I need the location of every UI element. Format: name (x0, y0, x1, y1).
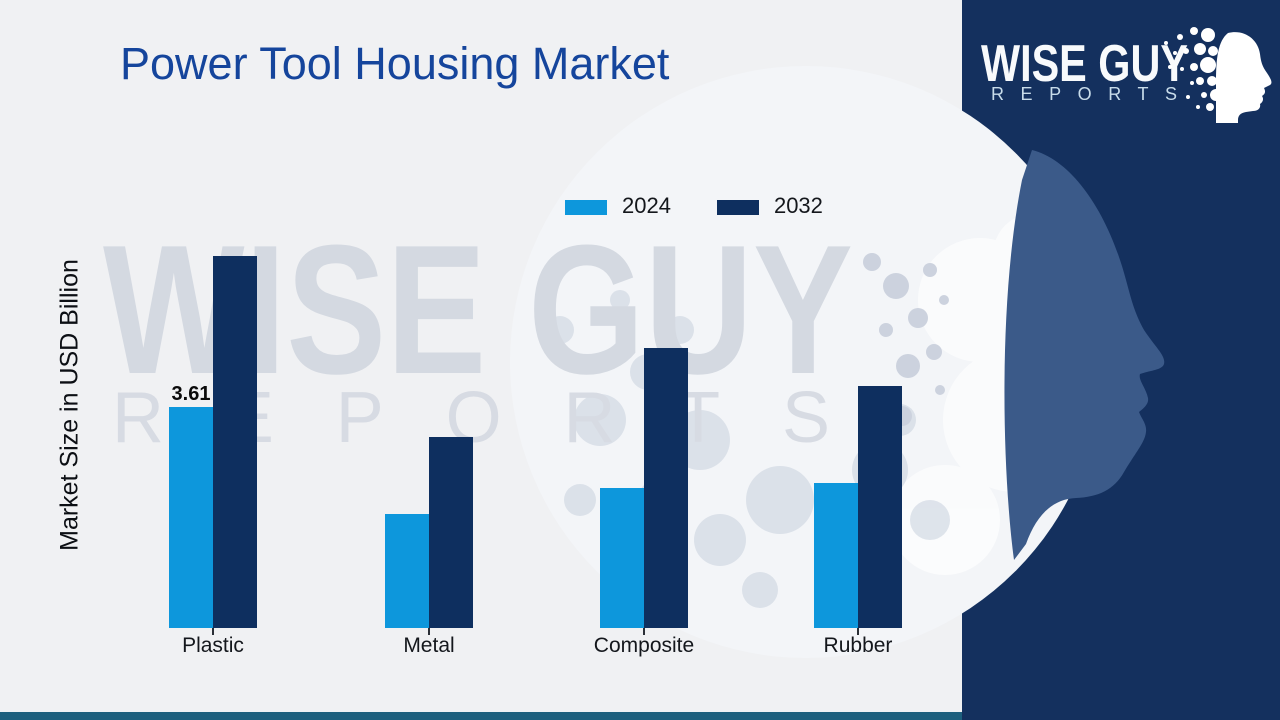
bar-2032-composite (644, 348, 688, 628)
page-title: Power Tool Housing Market (120, 38, 670, 89)
bar-2032-rubber (858, 386, 902, 628)
axis-tick (428, 628, 430, 635)
y-axis-label: Market Size in USD Billion (55, 259, 84, 551)
wiseguy-logo: WISE GUY REPORTS (981, 27, 1272, 123)
axis-tick (643, 628, 645, 635)
category-label-composite: Composite (593, 634, 695, 657)
bar-2024-composite (600, 488, 644, 628)
bar-2024-plastic (169, 407, 213, 628)
legend-label-2032: 2032 (773, 193, 823, 218)
legend-swatch-2024 (565, 199, 607, 215)
logo-face-icon (1216, 32, 1272, 123)
legend-item-2024: 2024 (565, 193, 671, 219)
legend: 2024 2032 (565, 193, 823, 219)
bottom-accent-bar (0, 712, 962, 720)
bar-2032-plastic (213, 256, 257, 628)
logo-line1: WISE GUY (981, 35, 1188, 93)
category-label-rubber: Rubber (823, 634, 893, 657)
legend-swatch-2032 (716, 199, 759, 215)
face-silhouette-icon (1004, 150, 1165, 560)
bar-2032-metal (429, 437, 473, 628)
legend-label-2024: 2024 (622, 193, 671, 218)
legend-item-2032: 2032 (716, 193, 823, 219)
axis-tick (857, 628, 859, 635)
category-label-plastic: Plastic (182, 634, 244, 657)
bar-2024-rubber (814, 483, 858, 628)
value-label: 3.61 (171, 383, 211, 405)
bar-2024-metal (385, 514, 429, 628)
category-label-metal: Metal (403, 634, 455, 657)
axis-tick (212, 628, 214, 635)
